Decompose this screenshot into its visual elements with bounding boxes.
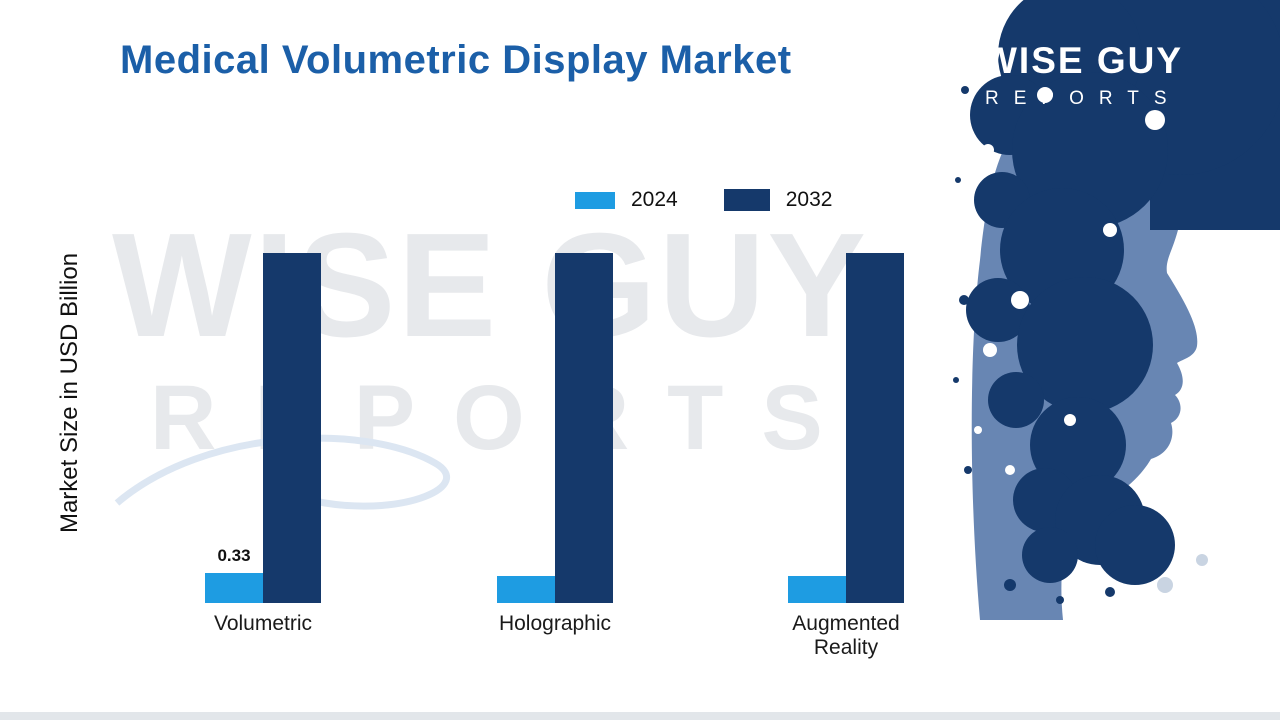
legend-swatch-2024 [575, 191, 615, 209]
bar-2032-holographic [555, 253, 613, 603]
watermark-line2: REPORTS [150, 367, 861, 469]
y-axis-label: Market Size in USD Billion [56, 252, 83, 534]
logo-subtitle: REPORTS [985, 88, 1182, 109]
page-title: Medical Volumetric Display Market [120, 38, 792, 82]
legend-swatch-2032 [723, 189, 770, 211]
category-label: Holographic [498, 612, 612, 635]
legend-label-2024: 2024 [631, 188, 678, 211]
wiseguy-head-graphic-icon [953, 0, 1280, 620]
footer-strip [0, 712, 1280, 720]
legend-item-2032: 2032 [723, 188, 833, 212]
category-label: Volumetric [213, 612, 313, 635]
bar-2032-volumetric [263, 253, 321, 603]
legend-item-2024: 2024 [575, 188, 678, 212]
watermark-line1: WISE GUY [112, 203, 869, 368]
bar-value-label: 0.33 [217, 546, 251, 565]
bar-2024-volumetric [205, 573, 263, 603]
bar-2032-augmented-reality [846, 253, 904, 603]
chart-legend: 2024 2032 [575, 188, 832, 212]
bar-2024-holographic [497, 576, 555, 603]
category-label: Augmented Reality [792, 612, 900, 659]
logo-wordmark: WISE GUY [982, 40, 1184, 81]
wiseguy-logo: WISE GUY REPORTS [982, 40, 1183, 110]
bar-2024-augmented-reality [788, 576, 846, 603]
legend-label-2032: 2032 [785, 188, 833, 211]
